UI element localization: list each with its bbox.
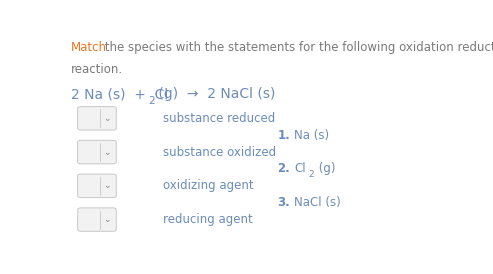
- Text: Match: Match: [71, 41, 107, 54]
- Text: 3.: 3.: [278, 196, 290, 209]
- Text: Na (s): Na (s): [294, 129, 329, 142]
- Text: substance reduced: substance reduced: [163, 112, 275, 125]
- Text: 2.: 2.: [278, 162, 290, 175]
- Text: ⌄: ⌄: [103, 215, 110, 224]
- Text: NaCl (s): NaCl (s): [294, 196, 341, 209]
- Text: substance oxidized: substance oxidized: [163, 145, 276, 159]
- Text: ⌄: ⌄: [103, 114, 110, 123]
- Text: 1.: 1.: [278, 129, 290, 142]
- Text: (g)  →  2 NaCl (s): (g) → 2 NaCl (s): [154, 87, 276, 101]
- FancyBboxPatch shape: [78, 107, 116, 130]
- Text: oxidizing agent: oxidizing agent: [163, 179, 253, 192]
- Text: ⌄: ⌄: [103, 181, 110, 190]
- Text: (g): (g): [315, 162, 335, 175]
- Text: Cl: Cl: [294, 162, 306, 175]
- Text: 2 Na (s)  +  Cl: 2 Na (s) + Cl: [71, 87, 169, 101]
- Text: reaction.: reaction.: [71, 64, 123, 76]
- FancyBboxPatch shape: [78, 208, 116, 231]
- FancyBboxPatch shape: [78, 140, 116, 164]
- Text: reducing agent: reducing agent: [163, 213, 252, 226]
- Text: the species with the statements for the following oxidation reduction: the species with the statements for the …: [102, 41, 493, 54]
- Text: ⌄: ⌄: [103, 148, 110, 156]
- Text: 2: 2: [309, 170, 314, 179]
- FancyBboxPatch shape: [78, 174, 116, 198]
- Text: 2: 2: [149, 96, 155, 106]
